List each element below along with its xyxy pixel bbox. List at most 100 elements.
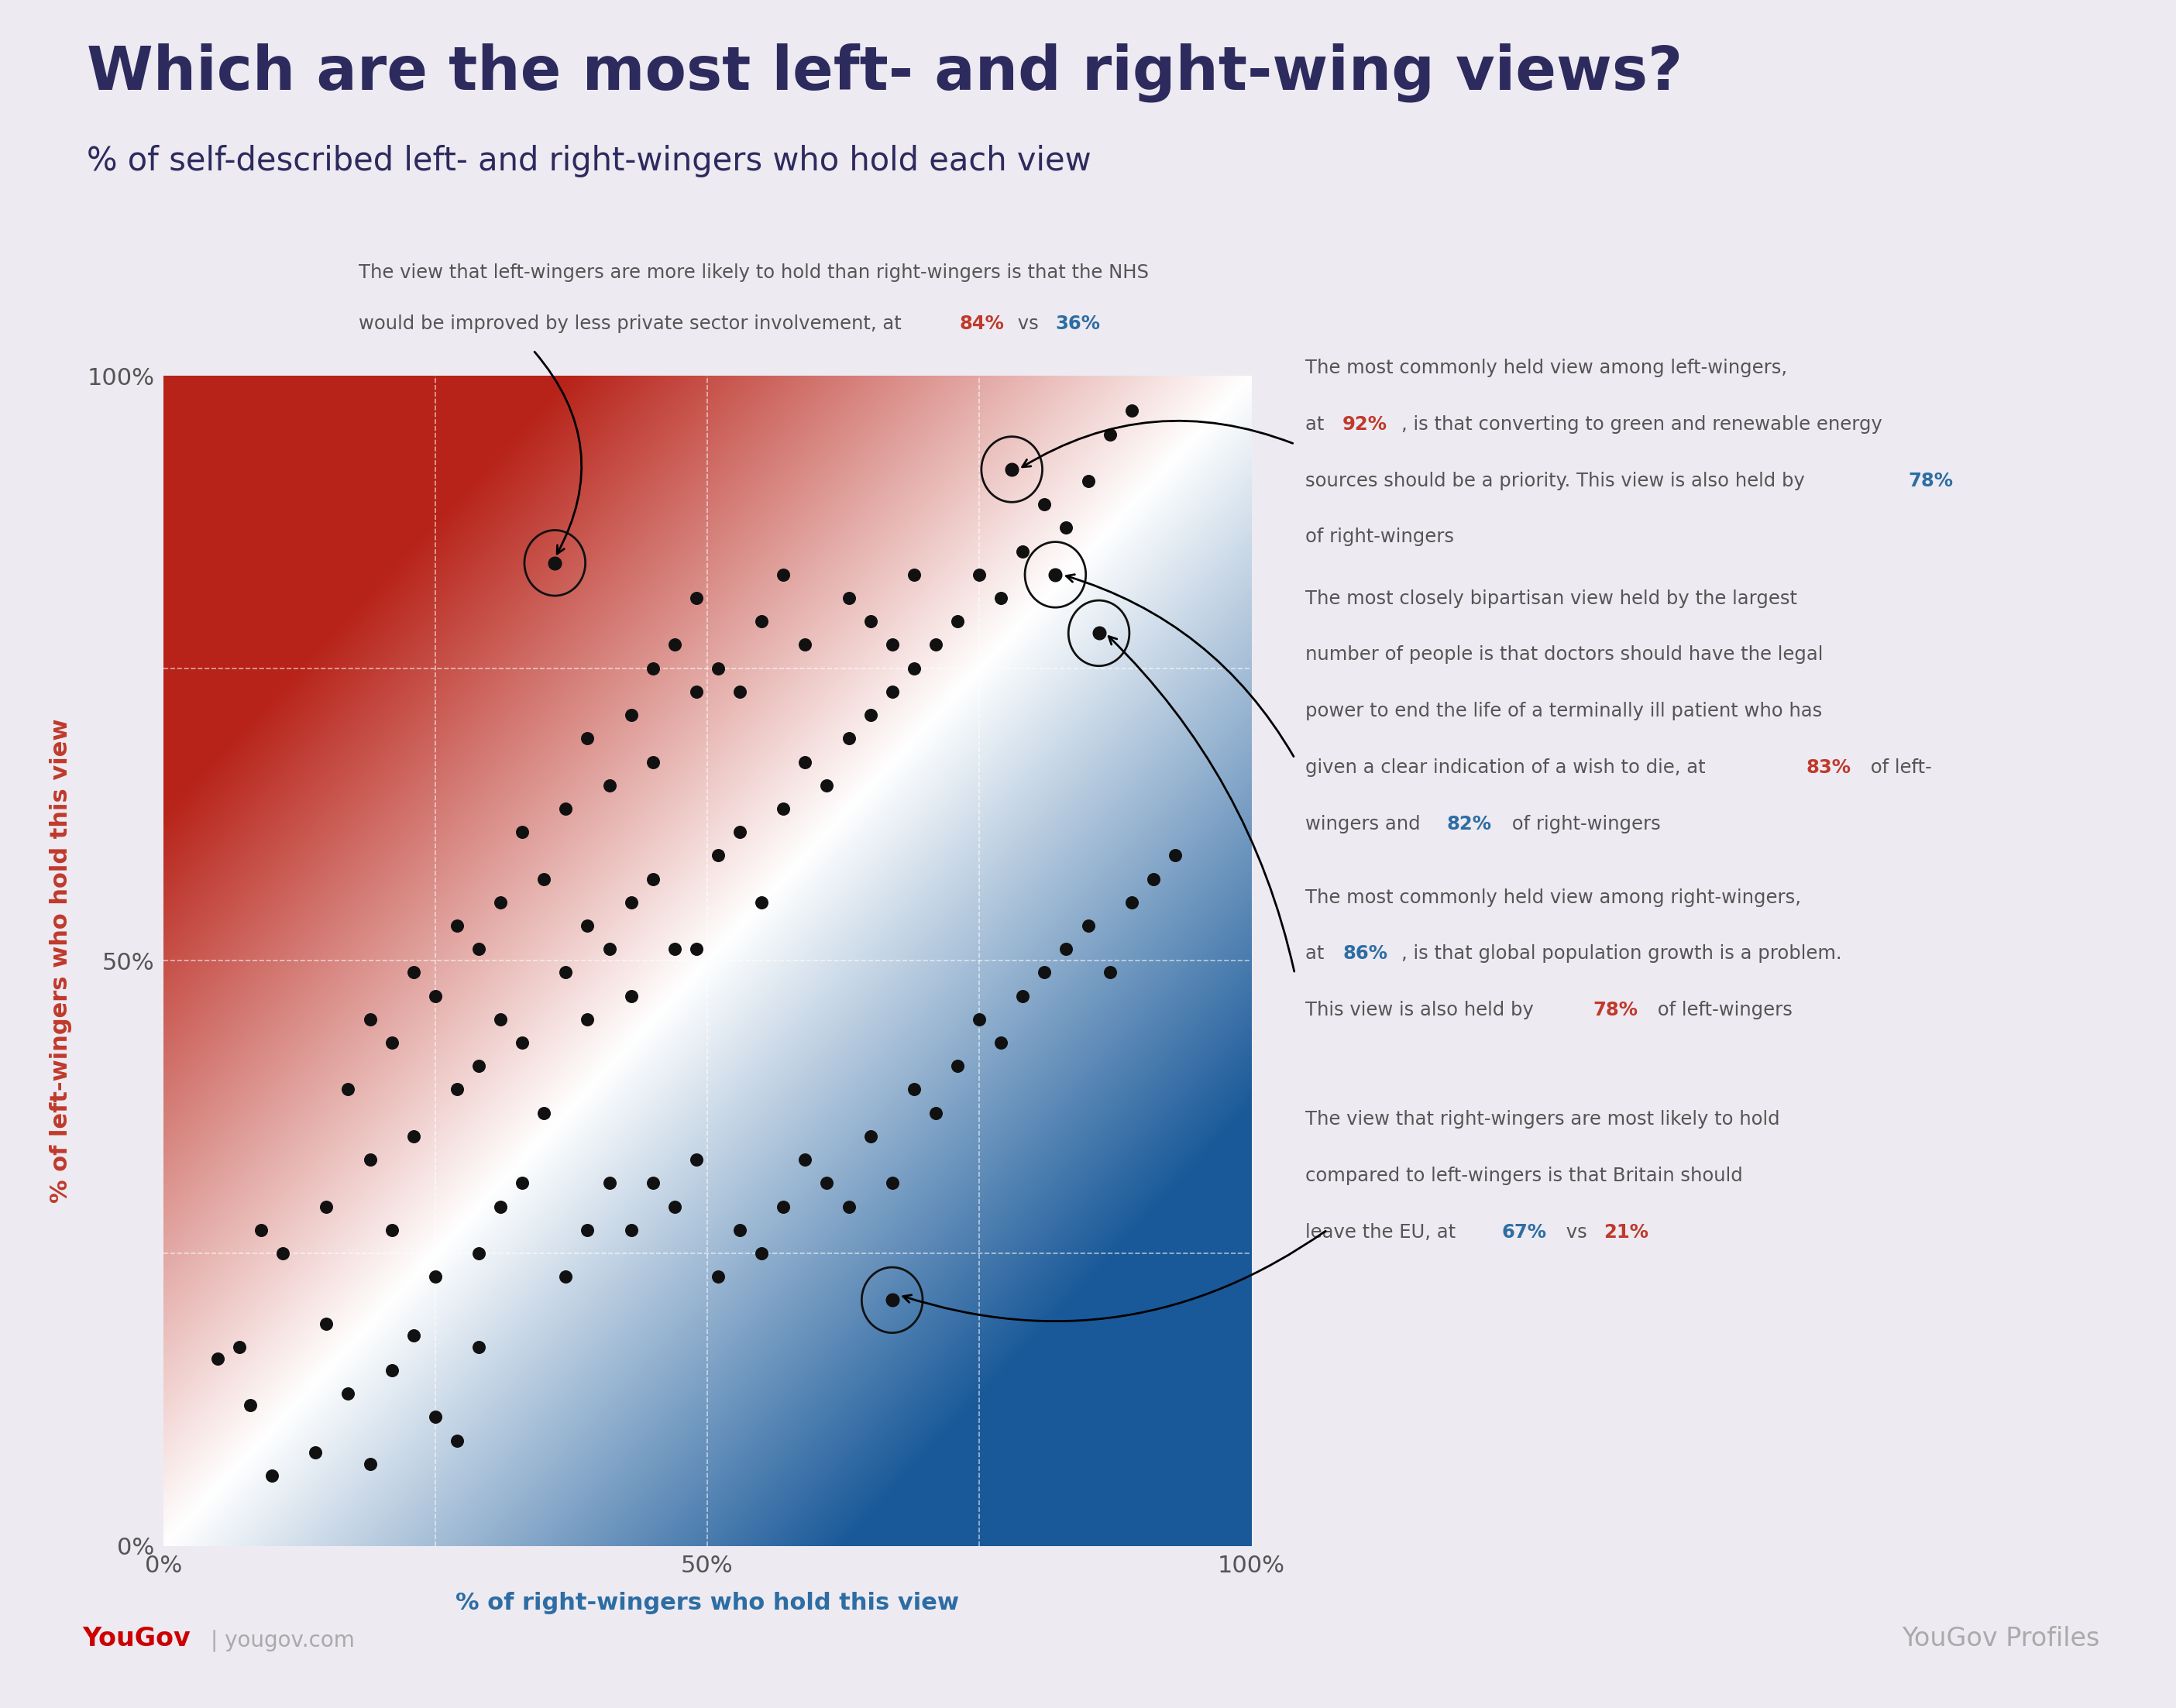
Point (222, 1334, 257, 1361)
Point (853, 1122, 888, 1149)
Point (809, 1170, 844, 1197)
Point (374, 1216, 409, 1243)
Point (440, 912, 474, 939)
Point (396, 1122, 431, 1149)
Point (570, 1216, 605, 1243)
Point (635, 654, 670, 681)
Point (940, 1052, 975, 1079)
Point (1038, 560, 1073, 588)
Point (1005, 982, 1040, 1009)
Point (1092, 958, 1127, 986)
Point (722, 1216, 757, 1243)
Point (679, 678, 714, 705)
Text: The view that left-wingers are more likely to hold than right-wingers is that th: The view that left-wingers are more like… (359, 263, 1149, 282)
Point (809, 772, 844, 799)
Point (679, 584, 714, 611)
Point (722, 678, 757, 705)
Point (1049, 936, 1084, 963)
Point (331, 1076, 366, 1103)
Text: The most commonly held view among right-wingers,: The most commonly held view among right-… (1306, 888, 1802, 907)
Point (570, 724, 605, 752)
Point (897, 654, 931, 681)
Point (255, 1462, 289, 1489)
Point (548, 1262, 583, 1290)
Point (679, 1146, 714, 1173)
Point (461, 1334, 496, 1361)
Point (527, 866, 561, 893)
Point (265, 1240, 300, 1267)
Point (418, 1404, 453, 1431)
Text: Which are the most left- and right-wing views?: Which are the most left- and right-wing … (87, 43, 1682, 102)
Point (1027, 490, 1062, 518)
Point (875, 632, 910, 659)
Point (766, 560, 801, 588)
Point (537, 550, 572, 577)
Text: 92%: 92% (1343, 415, 1388, 434)
Point (1071, 468, 1105, 495)
Y-axis label: % of left-wingers who hold this view: % of left-wingers who hold this view (50, 719, 72, 1202)
Point (483, 1192, 518, 1220)
Point (418, 1262, 453, 1290)
Point (396, 1322, 431, 1349)
Point (853, 702, 888, 729)
Point (374, 1356, 409, 1383)
Point (614, 1216, 648, 1243)
Point (461, 1240, 496, 1267)
Text: would be improved by less private sector involvement, at: would be improved by less private sector… (359, 314, 907, 333)
Text: 78%: 78% (1593, 1001, 1639, 1020)
Point (233, 1392, 268, 1419)
Point (353, 1006, 387, 1033)
Point (744, 608, 779, 635)
Point (592, 772, 627, 799)
Point (418, 982, 453, 1009)
Text: at: at (1306, 415, 1330, 434)
Point (548, 794, 583, 822)
Point (875, 1170, 910, 1197)
Point (701, 1262, 735, 1290)
Point (614, 888, 648, 915)
Text: 82%: 82% (1447, 815, 1493, 834)
Point (744, 888, 779, 915)
Point (505, 1170, 540, 1197)
Point (918, 632, 953, 659)
Point (374, 1028, 409, 1056)
Point (440, 1076, 474, 1103)
Point (483, 888, 518, 915)
Text: The most commonly held view among left-wingers,: The most commonly held view among left-w… (1306, 359, 1786, 377)
Text: compared to left-wingers is that Britain should: compared to left-wingers is that Britain… (1306, 1167, 1743, 1185)
Point (592, 1170, 627, 1197)
Point (875, 678, 910, 705)
Text: YouGov Profiles: YouGov Profiles (1902, 1626, 2100, 1652)
Point (1114, 398, 1149, 425)
Point (962, 1006, 997, 1033)
Point (722, 818, 757, 845)
Text: vs: vs (1560, 1223, 1593, 1242)
Text: vs: vs (1012, 314, 1044, 333)
Text: of left-wingers: of left-wingers (1652, 1001, 1793, 1020)
Point (701, 842, 735, 869)
Point (1136, 866, 1171, 893)
Point (570, 1006, 605, 1033)
Point (614, 702, 648, 729)
Text: 84%: 84% (960, 314, 1005, 333)
Point (331, 1380, 366, 1407)
Point (940, 608, 975, 635)
Point (831, 724, 866, 752)
Text: 21%: 21% (1604, 1223, 1649, 1242)
Point (962, 560, 997, 588)
Point (1071, 912, 1105, 939)
Point (918, 1100, 953, 1127)
Point (505, 818, 540, 845)
Text: , is that converting to green and renewable energy: , is that converting to green and renewa… (1401, 415, 1882, 434)
Point (570, 912, 605, 939)
Point (461, 936, 496, 963)
Point (548, 958, 583, 986)
Point (353, 1450, 387, 1477)
X-axis label: % of right-wingers who hold this view: % of right-wingers who hold this view (455, 1592, 960, 1614)
Text: 86%: 86% (1343, 945, 1388, 963)
Text: number of people is that doctors should have the legal: number of people is that doctors should … (1306, 646, 1823, 664)
Text: at: at (1306, 945, 1330, 963)
Point (635, 748, 670, 775)
Point (592, 936, 627, 963)
Point (984, 584, 1018, 611)
